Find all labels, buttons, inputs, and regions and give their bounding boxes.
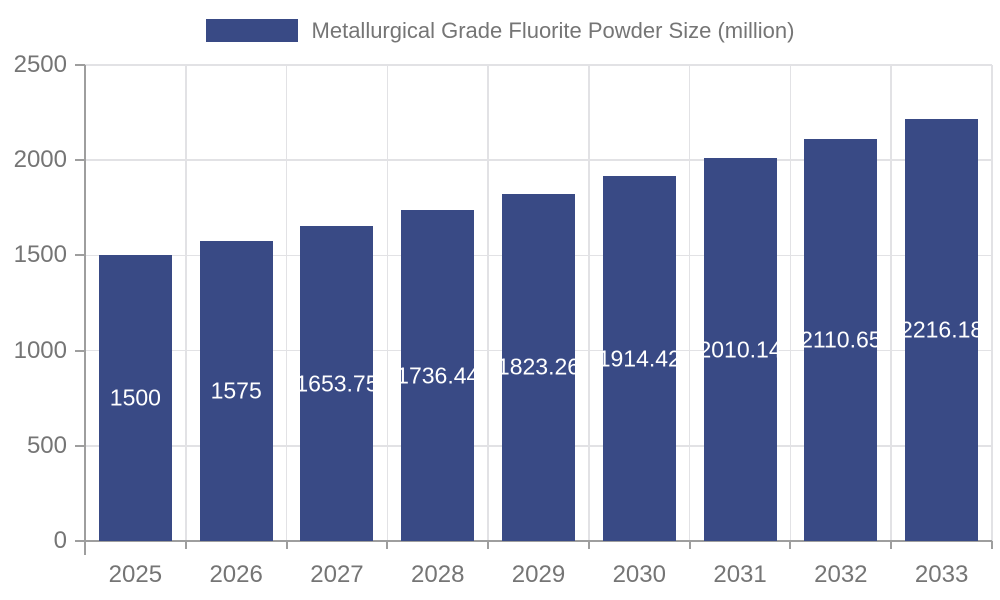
x-tick-label: 2026 (209, 561, 263, 588)
gridline-vertical (991, 65, 993, 541)
x-axis-tick (688, 541, 691, 549)
x-tick-label: 2028 (411, 561, 465, 588)
x-tick-label: 2033 (914, 561, 969, 588)
y-axis-tick (75, 349, 85, 352)
x-tick-label: 2032 (814, 561, 868, 588)
legend-swatch-icon (205, 19, 298, 42)
gridline-vertical (487, 65, 489, 541)
gridline-vertical (588, 65, 590, 541)
bar (199, 241, 273, 541)
y-axis-line (84, 65, 86, 555)
bar-value-label: 1736.44 (396, 362, 480, 389)
gridline-vertical (386, 65, 389, 541)
bar-value-label: 1823.26 (496, 353, 581, 380)
y-tick-label: 1000 (13, 336, 67, 364)
x-axis-line (75, 540, 992, 542)
bar-value-label: 2010.14 (698, 336, 782, 363)
x-axis-tick (184, 541, 187, 549)
gridline-vertical (789, 65, 792, 541)
bar-value-label: 1914.42 (597, 345, 681, 372)
bar (502, 193, 575, 541)
y-tick-label: 2000 (13, 146, 67, 174)
bar-value-label: 2110.65 (800, 326, 882, 353)
gridline-horizontal (85, 159, 992, 161)
bar (905, 119, 979, 541)
y-axis-tick (75, 159, 85, 162)
x-axis-tick (487, 541, 490, 549)
x-axis-tick (890, 541, 893, 549)
legend: Metallurgical Grade Fluorite Powder Size… (0, 19, 1000, 42)
y-axis-tick (75, 444, 85, 447)
gridline-vertical (185, 65, 187, 541)
bar-value-label: 1575 (210, 377, 262, 404)
legend-label: Metallurgical Grade Fluorite Powder Size… (311, 17, 795, 43)
gridline-vertical (285, 65, 288, 541)
bar (703, 158, 777, 541)
x-axis-tick (789, 541, 792, 549)
y-axis-tick (75, 254, 85, 257)
y-tick-label: 1500 (13, 241, 67, 269)
y-tick-label: 2500 (13, 51, 67, 78)
gridline-horizontal (85, 64, 992, 66)
x-tick-label: 2025 (108, 561, 163, 588)
gridline-vertical (890, 65, 892, 541)
x-axis-tick (991, 541, 993, 549)
bar-value-label: 2216.18 (900, 316, 984, 343)
y-tick-label: 0 (53, 527, 67, 554)
x-tick-label: 2029 (511, 561, 566, 588)
bar (804, 139, 878, 541)
bar (98, 255, 172, 541)
bar-value-label: 1500 (109, 384, 161, 411)
bar (300, 226, 374, 541)
x-tick-label: 2031 (713, 561, 767, 588)
x-axis-tick (386, 541, 389, 549)
bar (602, 176, 676, 541)
bar (401, 210, 475, 541)
x-axis-tick (285, 541, 288, 549)
legend-item[interactable]: Metallurgical Grade Fluorite Powder Size… (205, 17, 795, 43)
x-tick-label: 2027 (310, 561, 364, 588)
x-tick-label: 2030 (612, 561, 666, 588)
y-axis-tick (75, 64, 85, 66)
y-tick-label: 500 (26, 431, 67, 459)
x-axis-tick (84, 541, 86, 549)
x-axis-tick (587, 541, 590, 549)
bar-value-label: 1653.75 (295, 370, 379, 397)
y-axis-tick (75, 540, 85, 542)
gridline-vertical (688, 65, 691, 541)
